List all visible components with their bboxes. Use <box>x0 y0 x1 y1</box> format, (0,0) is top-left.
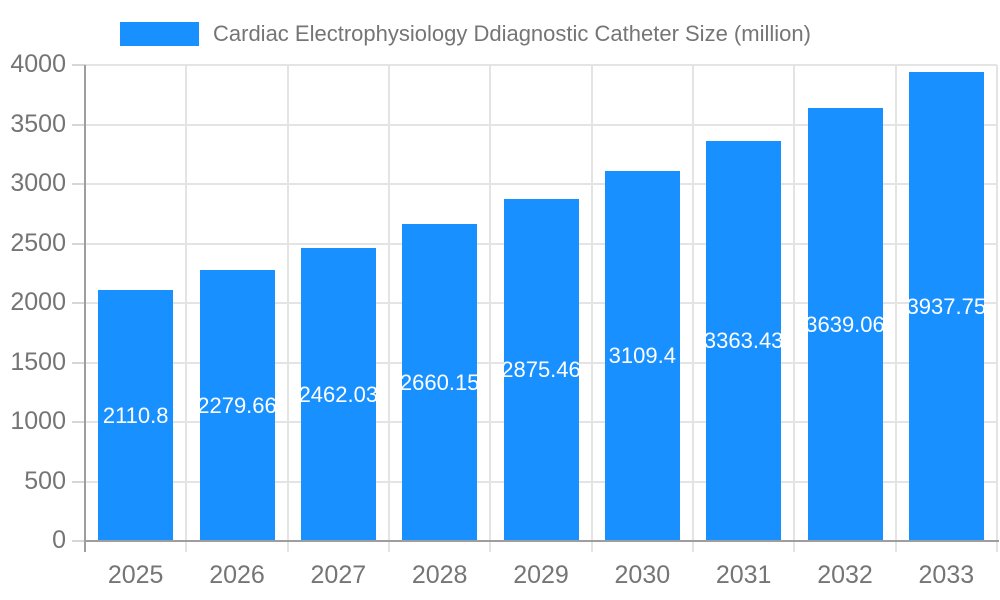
y-axis-label: 3500 <box>10 109 66 138</box>
y-gridline <box>85 64 997 66</box>
bar-value-label: 2462.03 <box>300 381 376 407</box>
bar-value-label: 2110.8 <box>102 402 169 428</box>
y-tick <box>72 421 85 423</box>
bar-value-label: 3109.4 <box>608 343 676 368</box>
y-tick <box>72 64 85 66</box>
bar-2031[interactable]: 3363.43 <box>706 141 782 541</box>
y-axis-line <box>84 65 86 552</box>
y-axis-label: 2500 <box>10 228 66 257</box>
bar-2028[interactable]: 2660.15 <box>402 224 478 541</box>
bar-2032[interactable]: 3639.06 <box>807 108 883 541</box>
x-axis-label: 2033 <box>918 561 975 589</box>
y-tick <box>72 480 85 483</box>
bar-value-label: 3639.06 <box>807 311 883 337</box>
x-gridline <box>286 65 289 552</box>
y-tick <box>72 183 85 185</box>
bar-2033[interactable]: 3937.75 <box>908 72 984 541</box>
x-axis-label: 2025 <box>107 561 164 589</box>
y-axis-label: 500 <box>24 466 66 495</box>
x-axis-label: 2029 <box>513 561 569 589</box>
y-tick <box>72 123 85 126</box>
x-axis-label: 2030 <box>614 561 671 589</box>
x-gridline <box>590 65 593 552</box>
y-tick <box>72 540 85 542</box>
x-gridline <box>388 65 390 552</box>
x-gridline <box>489 65 492 552</box>
y-axis-label: 1500 <box>10 347 66 376</box>
bar-2027[interactable]: 2462.03 <box>300 248 376 541</box>
x-gridline <box>793 65 796 552</box>
x-gridline <box>996 65 998 552</box>
x-axis-line <box>84 540 999 542</box>
x-gridline <box>692 65 694 552</box>
bar-value-label: 3363.43 <box>706 328 782 353</box>
legend-item[interactable]: Cardiac Electrophysiology Ddiagnostic Ca… <box>120 21 811 47</box>
y-axis-label: 4000 <box>10 49 66 78</box>
x-axis-label: 2027 <box>310 561 367 589</box>
y-tick <box>72 361 85 364</box>
bar-2029[interactable]: 2875.46 <box>503 199 579 541</box>
x-axis-label: 2028 <box>411 561 468 589</box>
x-axis-label: 2031 <box>715 561 772 589</box>
y-axis-label: 3000 <box>10 168 66 197</box>
y-axis-label: 1000 <box>10 406 66 435</box>
bar-value-label: 2279.66 <box>199 392 275 418</box>
y-gridline <box>85 183 997 185</box>
bar-value-label: 2660.15 <box>402 369 478 395</box>
bar-2026[interactable]: 2279.66 <box>199 270 275 541</box>
bar-value-label: 2875.46 <box>503 357 579 382</box>
x-gridline <box>894 65 897 552</box>
x-axis-label: 2032 <box>817 561 873 589</box>
y-axis-label: 2000 <box>10 287 66 316</box>
legend-swatch-icon <box>120 22 199 46</box>
y-tick <box>72 242 85 245</box>
x-axis-label: 2026 <box>209 561 265 589</box>
legend-label: Cardiac Electrophysiology Ddiagnostic Ca… <box>213 21 811 46</box>
bar-2030[interactable]: 3109.4 <box>604 171 680 541</box>
y-gridline <box>85 123 997 126</box>
bar-2025[interactable]: 2110.8 <box>98 290 174 541</box>
bar-value-label: 3937.75 <box>908 293 984 319</box>
y-tick <box>72 302 85 304</box>
x-gridline <box>185 65 188 552</box>
y-axis-label: 0 <box>52 525 66 554</box>
